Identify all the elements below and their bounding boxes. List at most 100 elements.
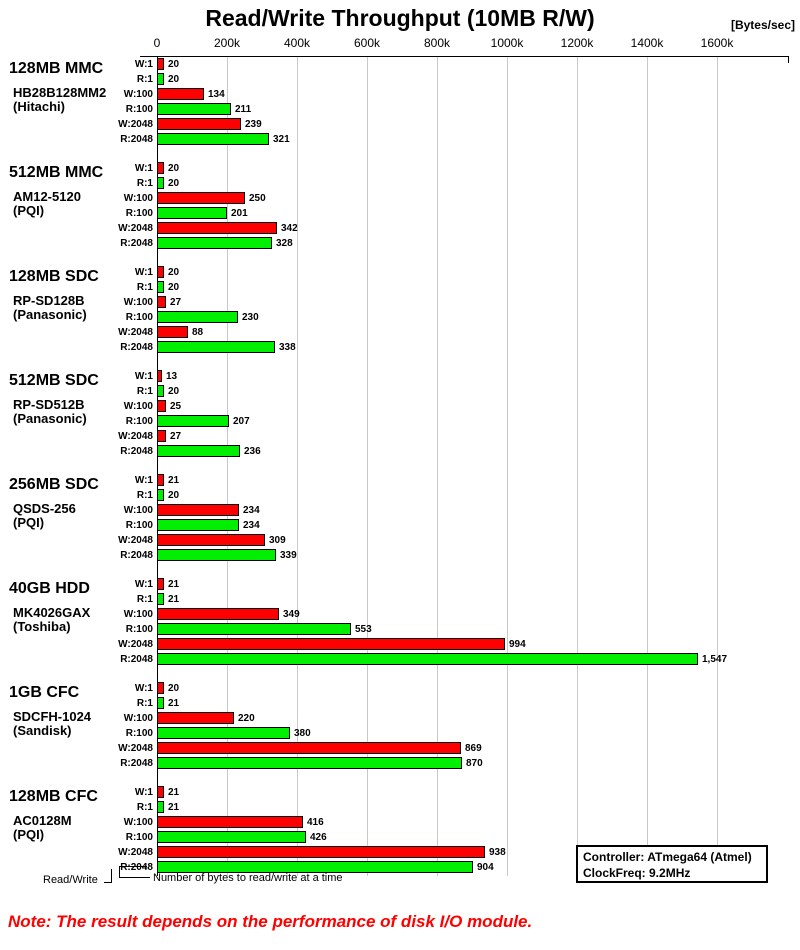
value-label: 338 — [279, 342, 296, 353]
bar-write — [157, 222, 277, 234]
row-label: R:1 — [136, 802, 153, 813]
maker-name: (PQI) — [13, 203, 45, 218]
bar-read — [157, 801, 164, 813]
bar-read — [157, 727, 290, 739]
row-label: R:1 — [136, 178, 153, 189]
value-label: 234 — [243, 505, 260, 516]
bar-read — [157, 861, 473, 873]
row-label: W:100 — [123, 297, 153, 308]
row-label: W:100 — [123, 609, 153, 620]
value-label: 20 — [168, 683, 180, 694]
chart-title: Read/Write Throughput (10MB R/W) — [205, 5, 595, 31]
bar-read — [157, 489, 164, 501]
bar-write — [157, 534, 265, 546]
bar-read — [157, 549, 276, 561]
bar-read — [157, 133, 269, 145]
value-label: 21 — [168, 787, 180, 798]
value-label: 21 — [168, 802, 180, 813]
bar-read — [157, 593, 164, 605]
bar-write — [157, 58, 164, 70]
bar-read — [157, 415, 229, 427]
bar-write — [157, 326, 188, 338]
row-label: W:1 — [134, 475, 153, 486]
bar-write — [157, 846, 485, 858]
annotation-connector-right-line — [119, 877, 150, 878]
value-label: 230 — [242, 312, 259, 323]
value-label: 13 — [166, 371, 178, 382]
row-label: W:1 — [134, 683, 153, 694]
value-label: 201 — [231, 208, 248, 219]
value-label: 236 — [244, 446, 261, 457]
bar-read — [157, 697, 164, 709]
row-label: R:100 — [125, 208, 153, 219]
row-label: R:1 — [136, 386, 153, 397]
bar-write — [157, 296, 166, 308]
value-label: 20 — [168, 163, 180, 174]
value-label: 20 — [168, 59, 180, 70]
bar-read — [157, 73, 164, 85]
value-label: 869 — [465, 743, 482, 754]
bar-write — [157, 400, 166, 412]
row-label: R:2048 — [120, 342, 153, 353]
row-label: R:100 — [125, 312, 153, 323]
row-label: R:2048 — [120, 134, 153, 145]
value-label: 21 — [168, 475, 180, 486]
x-tick-label: 0 — [153, 36, 161, 50]
gridline — [227, 57, 228, 876]
value-label: 20 — [168, 74, 180, 85]
row-label: R:2048 — [120, 446, 153, 457]
row-label: R:100 — [125, 832, 153, 843]
axis-unit-label: [Bytes/sec] — [730, 18, 795, 32]
gridline — [437, 57, 438, 876]
row-label: W:100 — [123, 401, 153, 412]
bar-write — [157, 786, 164, 798]
row-label: W:2048 — [118, 431, 153, 442]
zero-gridline — [157, 57, 158, 876]
value-label: 220 — [238, 713, 255, 724]
bar-write — [157, 816, 303, 828]
row-label: W:2048 — [118, 327, 153, 338]
x-tick-label: 600k — [353, 36, 381, 50]
bar-read — [157, 519, 239, 531]
value-label: 328 — [276, 238, 293, 249]
model-name: QSDS-256 — [13, 501, 76, 516]
row-label: W:100 — [123, 193, 153, 204]
row-label: W:100 — [123, 89, 153, 100]
bar-write — [157, 370, 162, 382]
bar-write — [157, 118, 241, 130]
x-tick-label: 1600k — [700, 36, 734, 50]
bar-read — [157, 311, 238, 323]
bar-write — [157, 504, 239, 516]
x-tick-label: 800k — [423, 36, 451, 50]
model-name: AM12-5120 — [13, 189, 81, 204]
gridline — [507, 57, 508, 876]
bar-read — [157, 281, 164, 293]
value-label: 426 — [310, 832, 327, 843]
model-name: AC0128M — [13, 813, 72, 828]
row-label: R:2048 — [120, 654, 153, 665]
x-tick-label: 1000k — [490, 36, 524, 50]
bar-write — [157, 474, 164, 486]
model-name: SDCFH-1024 — [13, 709, 92, 724]
value-label: 239 — [245, 119, 262, 130]
bar-write — [157, 430, 166, 442]
annotation-read-write: Read/Write — [43, 874, 98, 886]
row-label: R:1 — [136, 698, 153, 709]
bar-write — [157, 682, 164, 694]
row-label: R:1 — [136, 74, 153, 85]
value-label: 339 — [280, 550, 297, 561]
row-label: R:100 — [125, 624, 153, 635]
note-text: Note: The result depends on the performa… — [8, 912, 533, 931]
bar-read — [157, 237, 272, 249]
bar-read — [157, 385, 164, 397]
value-label: 250 — [249, 193, 266, 204]
device-name: 1GB CFC — [9, 684, 80, 701]
x-tick-label: 200k — [213, 36, 241, 50]
row-label: W:2048 — [118, 119, 153, 130]
bar-write — [157, 712, 234, 724]
value-label: 21 — [168, 579, 180, 590]
row-label: R:2048 — [120, 550, 153, 561]
value-label: 904 — [477, 862, 494, 873]
maker-name: (Hitachi) — [13, 99, 65, 114]
value-label: 870 — [466, 758, 483, 769]
